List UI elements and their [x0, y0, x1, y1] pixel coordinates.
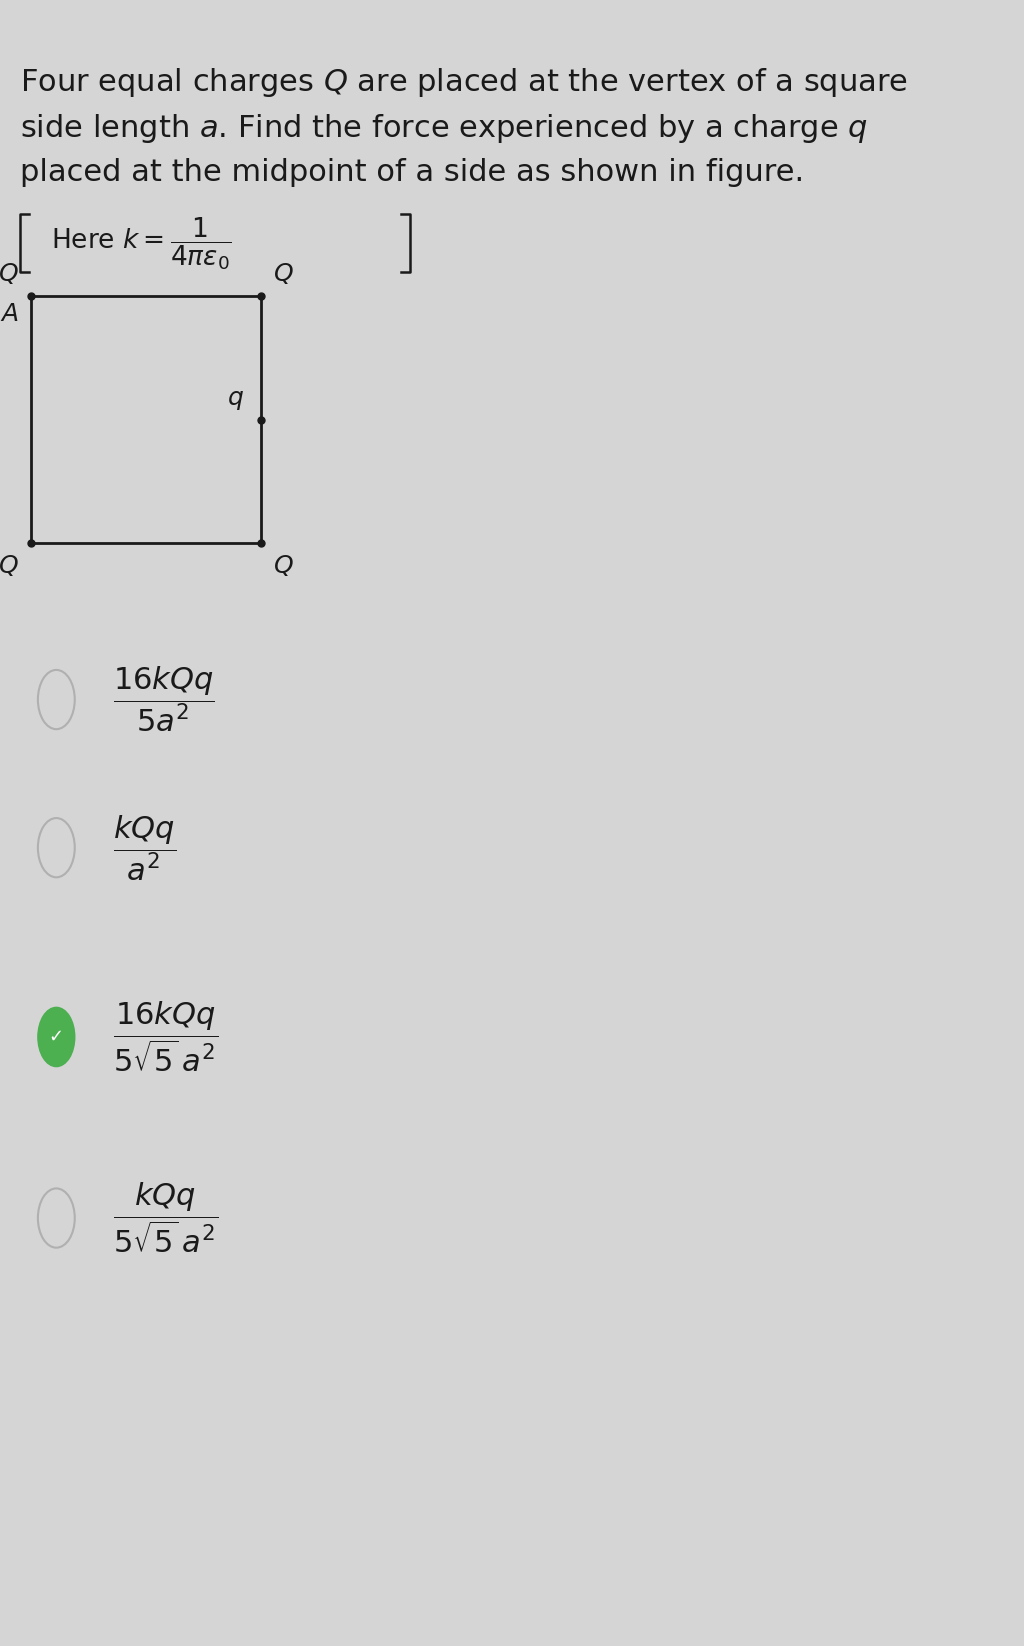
Text: $Q$: $Q$: [0, 262, 18, 286]
Circle shape: [38, 1188, 75, 1248]
Text: Here $k = \dfrac{1}{4\pi\varepsilon_0}$: Here $k = \dfrac{1}{4\pi\varepsilon_0}$: [51, 216, 231, 272]
Text: placed at the midpoint of a side as shown in figure.: placed at the midpoint of a side as show…: [20, 158, 805, 188]
Bar: [31, 296, 261, 543]
Text: $\dfrac{kQq}{a^2}$: $\dfrac{kQq}{a^2}$: [113, 813, 176, 882]
Circle shape: [38, 818, 75, 877]
Text: ✓: ✓: [49, 1029, 63, 1045]
Circle shape: [38, 670, 75, 729]
Text: Four equal charges $Q$ are placed at the vertex of a square: Four equal charges $Q$ are placed at the…: [20, 66, 908, 99]
Text: $\dfrac{16kQq}{5a^2}$: $\dfrac{16kQq}{5a^2}$: [113, 665, 214, 734]
Text: $A$: $A$: [0, 303, 18, 326]
Text: $\dfrac{16kQq}{5\sqrt{5}\,a^2}$: $\dfrac{16kQq}{5\sqrt{5}\,a^2}$: [113, 999, 218, 1075]
Text: $Q$: $Q$: [0, 553, 18, 578]
Circle shape: [38, 1007, 75, 1067]
Text: $Q$: $Q$: [273, 262, 294, 286]
Text: $\dfrac{kQq}{5\sqrt{5}\,a^2}$: $\dfrac{kQq}{5\sqrt{5}\,a^2}$: [113, 1180, 218, 1256]
Text: $Q$: $Q$: [273, 553, 294, 578]
Text: $q$: $q$: [226, 387, 244, 412]
Text: side length $a$. Find the force experienced by a charge $q$: side length $a$. Find the force experien…: [20, 112, 868, 145]
